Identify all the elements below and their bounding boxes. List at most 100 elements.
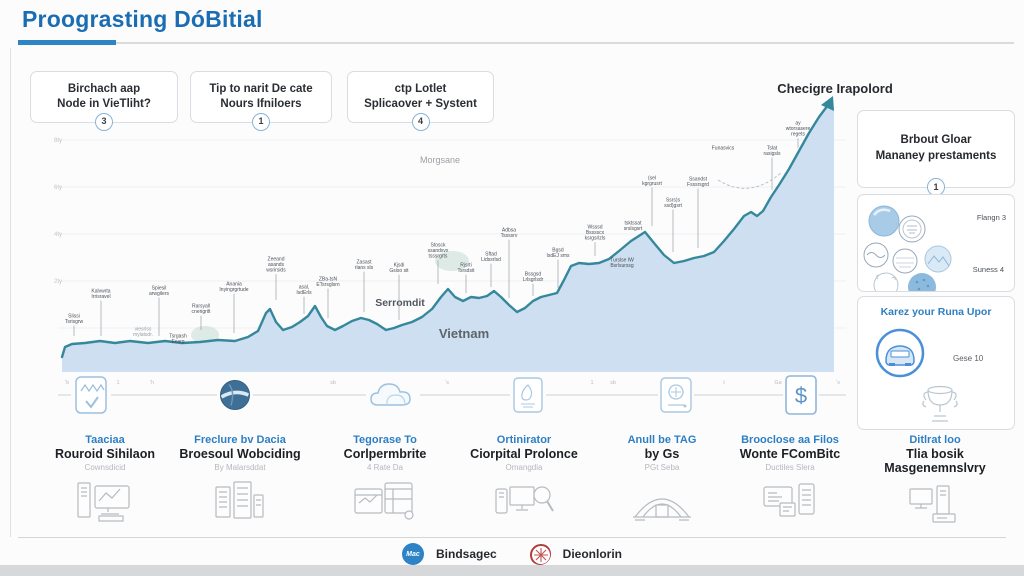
- callout-box-1: Birchach aap Node in VieTliht? 3: [30, 71, 178, 131]
- column-2: Freclure bv Dacia Broesoul Wobciding By …: [165, 434, 315, 523]
- trophy-sketch-icon: [922, 385, 958, 422]
- svg-text:ʻb: ʻb: [65, 379, 69, 386]
- svg-text:sb: sb: [610, 380, 616, 386]
- column-subtitle: Rouroid Sihilaon: [55, 447, 155, 461]
- column-5: Anull be TAG by Gs PGt Seba: [587, 434, 737, 523]
- footer-logo-blue: Mac: [401, 543, 424, 565]
- column-title: Taaciaa: [85, 434, 125, 446]
- callout-line: ctp Lotlet: [394, 83, 447, 96]
- column-6: Brooclose aa Filos Wonte FComBitc Ductil…: [715, 434, 865, 523]
- column-4: Ortinirator Ciorpital Prolonce Omangdia: [449, 434, 599, 523]
- svg-text:Ga: Ga: [774, 380, 782, 386]
- header-divider-accent: [18, 40, 116, 45]
- svg-text:1: 1: [116, 380, 119, 386]
- column-subtitle: Broesoul Wobciding: [179, 447, 301, 461]
- bottom-strip: [0, 565, 1024, 576]
- panel-left-border: [10, 48, 11, 537]
- svg-text:sb: sb: [330, 380, 336, 386]
- arch-bridge-icon: [587, 477, 737, 523]
- callout-line: Nours Ifniloers: [220, 98, 302, 110]
- column-note: PGt Seba: [644, 463, 680, 473]
- column-note: By Malarsddat: [214, 463, 266, 473]
- score-panel-heading: Karez your Runa Upor: [880, 306, 992, 318]
- footer-brand-label: Dieonlorin: [562, 547, 623, 561]
- dollar-icon: $: [783, 373, 819, 417]
- svg-text:8ty: 8ty: [54, 138, 62, 144]
- column-note: Cownsdicid: [84, 463, 126, 473]
- callout-badge: 1: [252, 113, 270, 131]
- card-terminal-icon: [715, 477, 865, 523]
- column-title: Anull be TAG: [627, 434, 697, 446]
- svg-text:4ty: 4ty: [54, 232, 62, 238]
- column-note: Omangdia: [505, 463, 543, 473]
- workstation-icon: [860, 478, 1010, 524]
- column-subtitle: by Gs: [644, 447, 680, 461]
- certificate-icon: [658, 373, 694, 417]
- flame-doc-icon: [510, 373, 546, 417]
- header-divider: [18, 42, 1014, 44]
- badge-doc-icon: [71, 373, 111, 417]
- coins-panel: Flangn 3 Suness 4: [857, 194, 1015, 292]
- right-box-line: Brbout Gloar: [900, 134, 972, 147]
- column-7: Ditlrat loo Tlia bosik Masgenemnslvry: [860, 434, 1010, 524]
- svg-text:1: 1: [590, 380, 593, 386]
- footer-logo-red: [529, 544, 551, 565]
- svg-text:Morgsane: Morgsane: [420, 155, 460, 165]
- score-label: Gese 10: [950, 353, 987, 364]
- callout-box-3: ctp Lotlet Splicaover + Systent 4: [347, 71, 494, 131]
- svg-text:asal,IsdErls: asal, IsdErls: [296, 285, 312, 297]
- svg-text:Vietnam: Vietnam: [439, 326, 489, 341]
- svg-text:2ty: 2ty: [54, 279, 62, 285]
- callout-line: Node in VieTliht?: [57, 98, 151, 110]
- callout-line: Splicaover + Systent: [364, 98, 477, 110]
- callout-badge: 3: [95, 113, 113, 131]
- svg-text:$: $: [795, 383, 807, 408]
- column-title: Brooclose aa Filos: [741, 434, 839, 446]
- page-title: Proograsting DóBitial: [22, 6, 263, 32]
- svg-text:t: t: [723, 380, 725, 386]
- callout-badge: 4: [411, 113, 430, 131]
- coins-cluster-icon: [863, 205, 952, 291]
- car-circle-icon: [875, 328, 925, 378]
- column-note: 4 Rate Da: [366, 463, 404, 473]
- callout-box-2: Tip to narit De cate Nours Ifniloers 1: [190, 71, 332, 131]
- svg-text:Serromdit: Serromdit: [375, 297, 425, 309]
- svg-text:6ty: 6ty: [54, 185, 62, 191]
- desktop-computer-icon: [30, 477, 180, 523]
- svg-text:Ssrs)sssd)gsrt: Ssrs)s ssd)gsrt: [664, 198, 682, 210]
- right-panel-box: Brbout Gloar Mananey prestaments 1: [857, 110, 1015, 196]
- svg-text:ʻh: ʻh: [150, 379, 154, 386]
- column-title: Ditlrat loo: [909, 434, 961, 446]
- panel-bottom-border: [18, 537, 1006, 538]
- svg-text:ʻs: ʻs: [445, 379, 449, 386]
- svg-text:Funasvics: Funasvics: [712, 146, 735, 152]
- score-panel: Karez your Runa Upor Gese 10: [857, 296, 1015, 430]
- monitor-magnifier-icon: [449, 477, 599, 523]
- column-title: Ortinirator: [496, 434, 552, 446]
- column-title: Tegorase To: [353, 434, 417, 446]
- column-1: Taaciaa Rouroid Sihilaon Cownsdicid: [30, 434, 180, 523]
- column-note: Ductiles Slera: [765, 463, 815, 473]
- svg-text:ʻs: ʻs: [836, 379, 840, 386]
- browser-windows-icon: [310, 477, 460, 523]
